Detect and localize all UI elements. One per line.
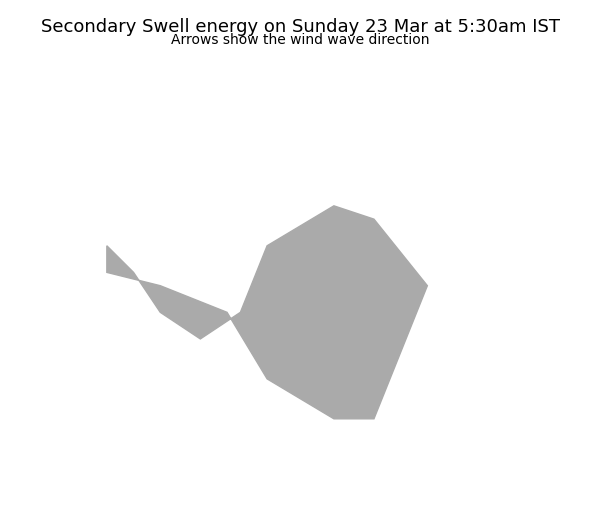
Text: Arrows show the wind wave direction: Arrows show the wind wave direction (171, 33, 430, 47)
Text: Secondary Swell energy on Sunday 23 Mar at 5:30am IST: Secondary Swell energy on Sunday 23 Mar … (41, 18, 560, 36)
Polygon shape (107, 206, 427, 419)
